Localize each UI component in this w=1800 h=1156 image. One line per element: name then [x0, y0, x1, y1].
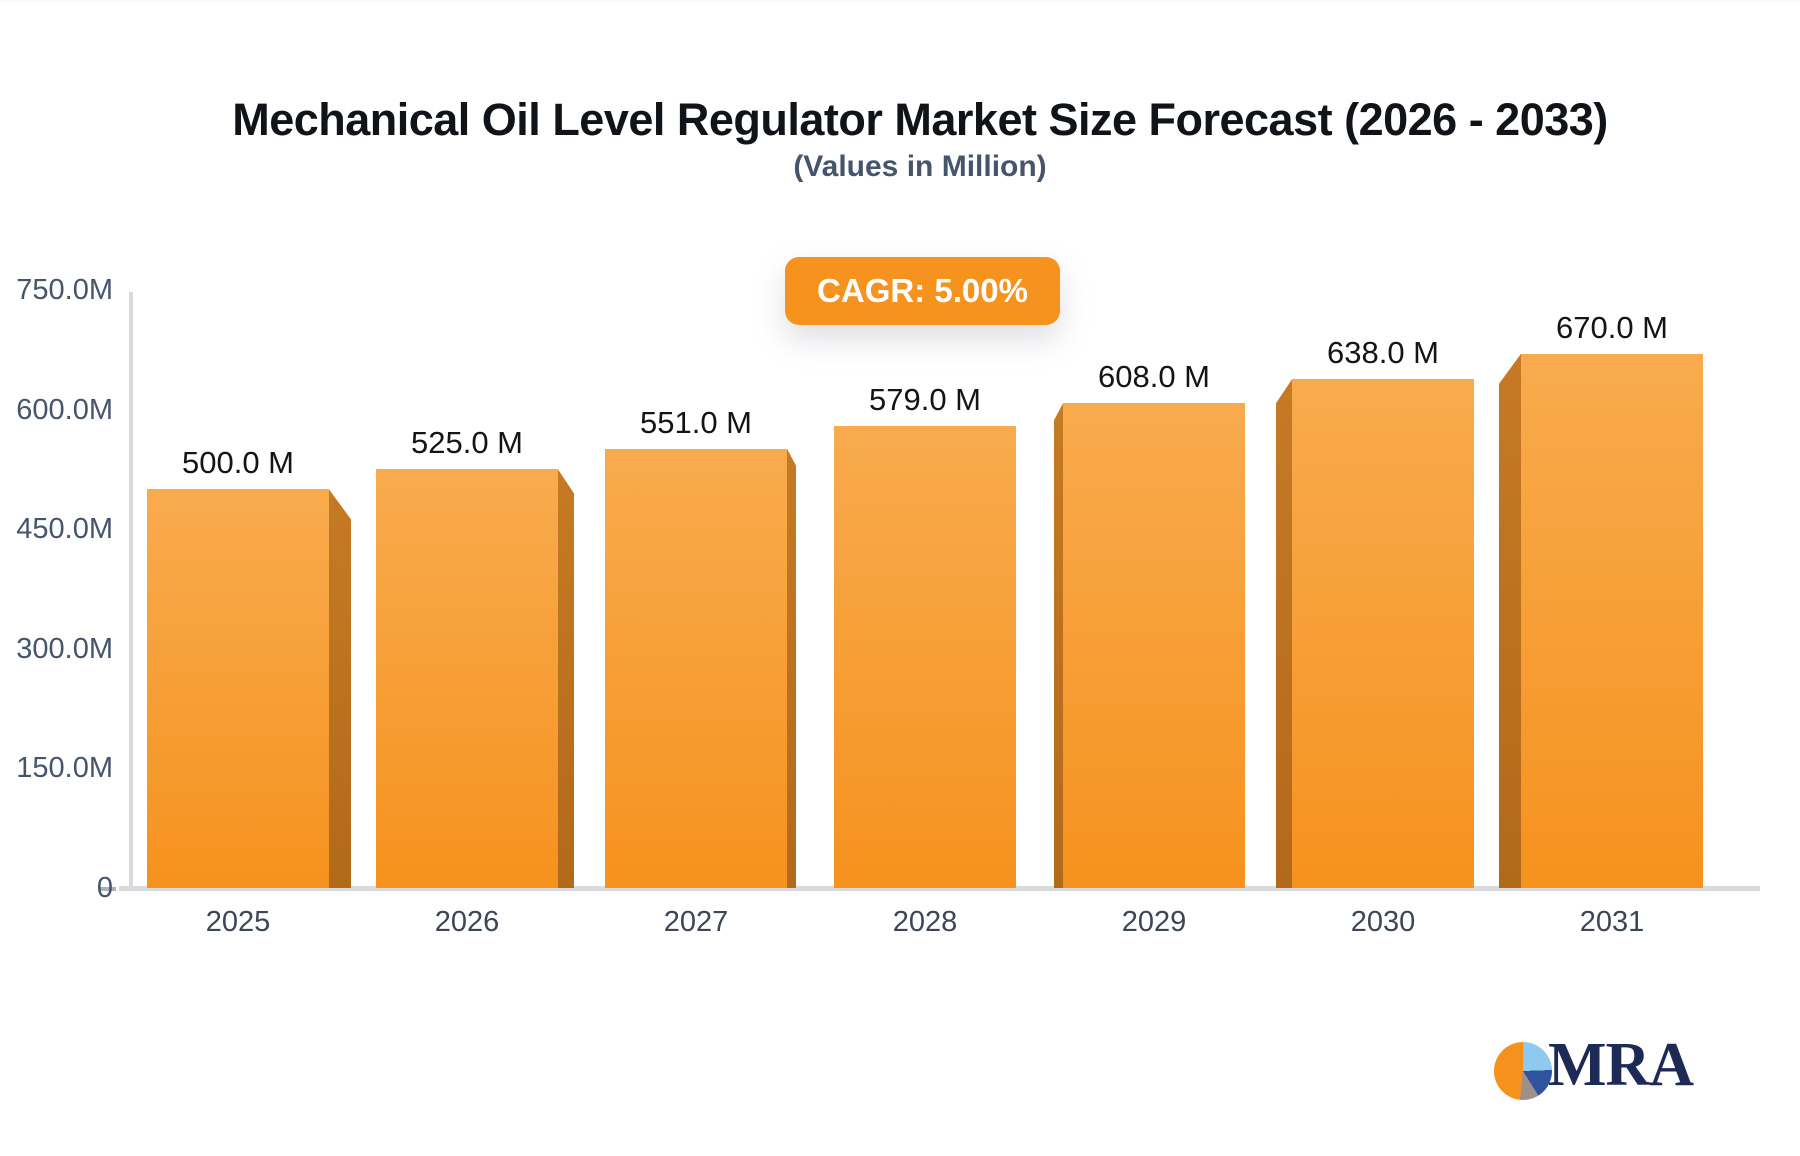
bar-3d-side — [1276, 379, 1292, 888]
logo-text: MRA — [1548, 1031, 1694, 1099]
bar-3d-side — [787, 448, 796, 888]
bar-3d-side — [1499, 353, 1521, 888]
page-subtitle: (Values in Million) — [793, 150, 1047, 183]
bar-value-label: 500.0 M — [181, 445, 294, 481]
y-axis-tick-label: 600.0M — [16, 393, 113, 426]
bar-3d-side — [329, 489, 351, 888]
y-axis-tick-label: 750.0M — [16, 274, 113, 306]
y-axis-line — [129, 292, 133, 890]
x-axis-tick-label: 2027 — [663, 906, 729, 938]
bar-2028 — [834, 426, 1016, 888]
bar-value-label: 579.0 M — [868, 382, 981, 418]
y-axis-tick-label: 150.0M — [16, 752, 113, 785]
bar-value-label: 670.0 M — [1555, 309, 1668, 345]
x-axis-tick-label: 2030 — [1350, 906, 1416, 938]
x-axis-line — [119, 886, 1760, 891]
y-axis-tick-label: 300.0M — [16, 632, 113, 665]
cagr-badge: CAGR: 5.00% — [785, 257, 1060, 325]
bar-2026 — [376, 469, 558, 888]
bar-2025 — [147, 489, 329, 888]
zero-tick-mark — [100, 887, 116, 891]
bar-value-label: 551.0 M — [639, 404, 752, 440]
x-axis-tick-label: 2029 — [1121, 906, 1187, 938]
page-title: Mechanical Oil Level Regulator Market Si… — [232, 94, 1608, 145]
x-axis-tick-label: 2028 — [892, 906, 958, 938]
y-axis-tick-label: 450.0M — [16, 513, 113, 546]
mra-logo: MRA — [1494, 1030, 1694, 1101]
bar-2027 — [605, 448, 787, 888]
bar-value-label: 638.0 M — [1326, 335, 1439, 371]
bar-2030 — [1292, 379, 1474, 888]
x-axis-tick-label: 2025 — [205, 906, 271, 938]
bar-3d-side — [558, 469, 574, 888]
x-axis-tick-label: 2026 — [434, 906, 500, 938]
y-axis-tick-label: 0 — [96, 872, 113, 904]
bar-2029 — [1063, 403, 1245, 888]
bar-value-label: 608.0 M — [1097, 359, 1210, 395]
bar-value-label: 525.0 M — [410, 425, 523, 461]
pie-chart-logo-icon — [1494, 1041, 1552, 1100]
x-axis-tick-label: 2031 — [1579, 906, 1645, 938]
bar-3d-side — [1054, 403, 1063, 888]
bar-2031 — [1521, 353, 1703, 888]
